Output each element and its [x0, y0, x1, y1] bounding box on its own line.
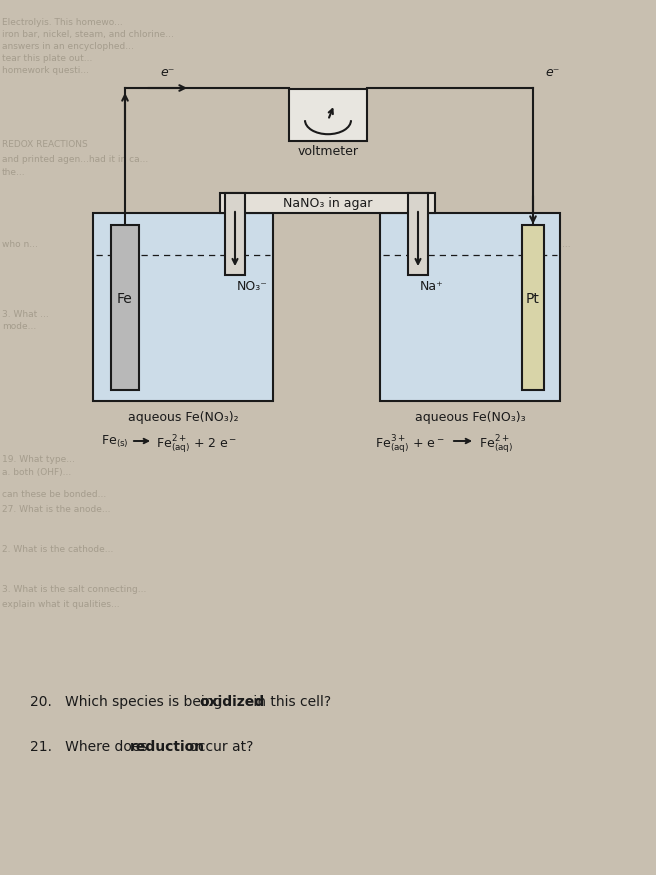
Text: in this cell?: in this cell?: [249, 695, 331, 709]
Text: ...: ...: [562, 240, 571, 249]
Text: e⁻: e⁻: [545, 66, 560, 79]
Text: 21.   Where does: 21. Where does: [30, 740, 152, 754]
Text: explain what it qualities...: explain what it qualities...: [2, 600, 119, 609]
Bar: [380, 213, 560, 401]
Text: Electrolyis. This homewo...: Electrolyis. This homewo...: [2, 18, 123, 27]
Text: tear this plate out...: tear this plate out...: [2, 54, 92, 63]
Text: reduction: reduction: [129, 740, 205, 754]
Text: oxidized: oxidized: [199, 695, 265, 709]
Text: 19. What type...: 19. What type...: [2, 455, 75, 464]
Bar: [289, 89, 367, 141]
Text: Fe: Fe: [117, 292, 133, 306]
Text: a. both (OHF)...: a. both (OHF)...: [2, 468, 72, 477]
Bar: [220, 193, 435, 213]
Text: mode...: mode...: [2, 322, 36, 331]
Text: e⁻: e⁻: [160, 66, 174, 79]
Text: Fe$_{\rm (s)}$: Fe$_{\rm (s)}$: [101, 434, 129, 451]
Text: answers in an encyclophed...: answers in an encyclophed...: [2, 42, 134, 51]
Text: Fe$^{2+}_{\rm (aq)}$ + 2 e$^-$: Fe$^{2+}_{\rm (aq)}$ + 2 e$^-$: [156, 434, 237, 456]
Text: 27. What is the anode...: 27. What is the anode...: [2, 505, 110, 514]
Bar: [111, 225, 139, 390]
Text: 2. What is the cathode...: 2. What is the cathode...: [2, 545, 113, 554]
Bar: [522, 225, 544, 390]
Text: can these be bonded...: can these be bonded...: [2, 490, 106, 499]
Text: NaNO₃ in agar: NaNO₃ in agar: [283, 197, 372, 209]
Text: aqueous Fe(NO₃)₂: aqueous Fe(NO₃)₂: [128, 411, 238, 424]
Text: Na⁺: Na⁺: [420, 280, 443, 293]
Text: the...: the...: [2, 168, 26, 177]
Text: NO₃⁻: NO₃⁻: [237, 280, 268, 293]
Text: Pt: Pt: [526, 292, 540, 306]
Text: and printed agen...had it in ca...: and printed agen...had it in ca...: [2, 155, 148, 164]
Text: 3. What ...: 3. What ...: [2, 310, 49, 319]
Text: REDOX REACTIONS: REDOX REACTIONS: [2, 140, 88, 149]
Bar: [225, 193, 245, 275]
Text: Fe$^{3+}_{\rm (aq)}$ + e$^-$: Fe$^{3+}_{\rm (aq)}$ + e$^-$: [375, 434, 444, 456]
Text: voltmeter: voltmeter: [298, 145, 358, 158]
Text: Fe$^{2+}_{\rm (aq)}$: Fe$^{2+}_{\rm (aq)}$: [479, 434, 513, 456]
Bar: [93, 213, 273, 401]
Text: 3. What is the salt connecting...: 3. What is the salt connecting...: [2, 585, 146, 594]
Text: aqueous Fe(NO₃)₃: aqueous Fe(NO₃)₃: [415, 411, 525, 424]
Bar: [408, 193, 428, 275]
Text: iron bar, nickel, steam, and chlorine...: iron bar, nickel, steam, and chlorine...: [2, 30, 174, 39]
Text: 20.   Which species is being: 20. Which species is being: [30, 695, 227, 709]
Text: homework questi...: homework questi...: [2, 66, 89, 75]
Text: who n...: who n...: [2, 240, 38, 249]
Text: occur at?: occur at?: [185, 740, 254, 754]
